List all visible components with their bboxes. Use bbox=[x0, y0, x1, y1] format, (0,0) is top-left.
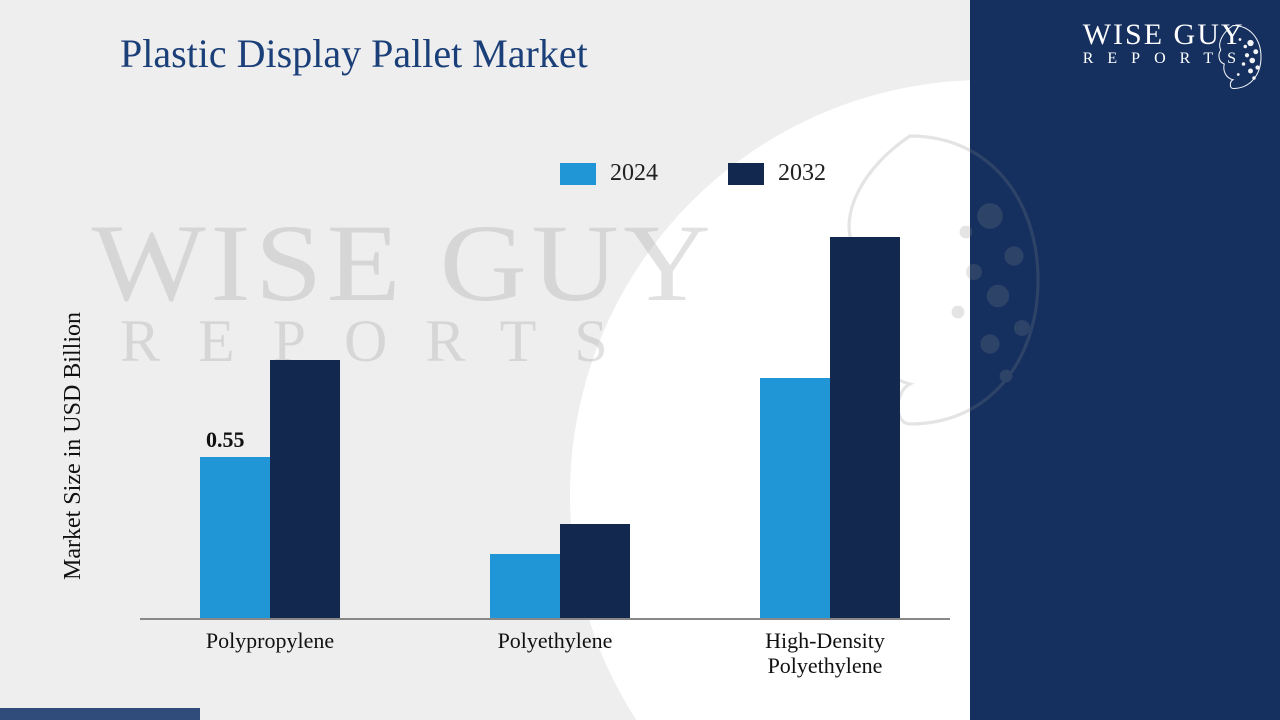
bar-group bbox=[760, 237, 900, 618]
plot-area: 0.55PolypropylenePolyethyleneHigh-Densit… bbox=[140, 210, 950, 620]
category-label: Polypropylene bbox=[140, 628, 400, 653]
bar-2024 bbox=[490, 554, 560, 618]
legend-item-2024: 2024 bbox=[560, 160, 658, 187]
legend-label-2024: 2024 bbox=[610, 160, 658, 187]
chart-stage: WISE GUY REPORTS Plastic Display Pallet … bbox=[0, 0, 1280, 720]
category-label: Polyethylene bbox=[425, 628, 685, 653]
x-axis-baseline bbox=[140, 618, 950, 620]
chart-title: Plastic Display Pallet Market bbox=[120, 30, 588, 77]
bar-2032 bbox=[270, 360, 340, 618]
brand-text: WISE GUY REPORTS bbox=[1083, 18, 1250, 68]
legend: 2024 2032 bbox=[560, 160, 826, 187]
bar-2024 bbox=[200, 457, 270, 618]
bar-2024 bbox=[760, 378, 830, 618]
bar-group bbox=[200, 360, 340, 618]
brand-line2: REPORTS bbox=[1083, 50, 1250, 68]
brand-line1: WISE GUY bbox=[1083, 18, 1250, 52]
bar-2032 bbox=[560, 524, 630, 618]
legend-swatch-2032 bbox=[728, 163, 764, 185]
legend-label-2032: 2032 bbox=[778, 160, 826, 187]
legend-item-2032: 2032 bbox=[728, 160, 826, 187]
bar-2032 bbox=[830, 237, 900, 618]
category-label: High-DensityPolyethylene bbox=[695, 628, 955, 679]
y-axis-label: Market Size in USD Billion bbox=[60, 312, 87, 580]
value-label: 0.55 bbox=[206, 427, 245, 453]
bottom-accent-strip bbox=[0, 708, 200, 720]
legend-swatch-2024 bbox=[560, 163, 596, 185]
bar-group bbox=[490, 524, 630, 618]
